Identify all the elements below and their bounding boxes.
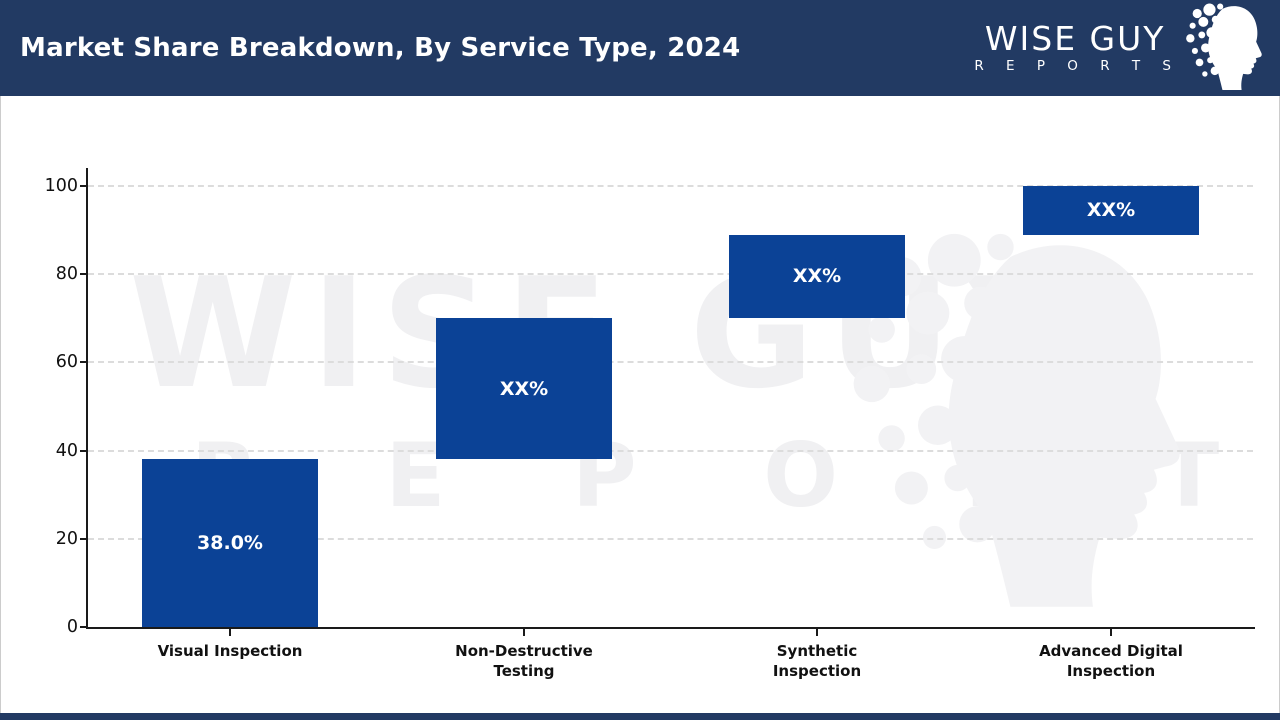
gridline-y-20 [88, 537, 1253, 540]
brand-logo: WISE GUY R E P O R T S [970, 2, 1280, 94]
y-axis-line [86, 168, 88, 629]
chart-title: Market Share Breakdown, By Service Type,… [20, 33, 741, 63]
head-dots-icon [1182, 2, 1266, 94]
footer-band [0, 713, 1280, 720]
category-label-line: Synthetic [776, 642, 858, 660]
y-tick-label-100: 100 [44, 176, 78, 196]
category-label-line: Visual Inspection [157, 642, 303, 660]
y-tick-label-40: 40 [55, 440, 78, 461]
x-axis-line [86, 627, 1255, 629]
category-label-line: Testing [493, 662, 555, 680]
y-tick-label-20: 20 [55, 528, 78, 549]
x-tick-4 [1110, 629, 1112, 636]
category-label-line: Inspection [1066, 662, 1156, 680]
x-tick-2 [523, 629, 525, 636]
bar-segment-2: XX% [436, 318, 612, 460]
gridline-y-80 [88, 273, 1253, 276]
gridline-y-60 [88, 361, 1253, 364]
header-band: Market Share Breakdown, By Service Type,… [0, 0, 1280, 96]
y-tick-label-0: 0 [66, 617, 78, 637]
brand-name: WISE GUY [984, 19, 1166, 59]
brand-wordmark: WISE GUY R E P O R T S [970, 22, 1180, 74]
y-tick-60 [80, 361, 87, 364]
bar-value-label: XX% [499, 377, 549, 400]
y-tick-80 [80, 273, 87, 276]
x-tick-3 [816, 629, 818, 636]
gridline-y-40 [88, 449, 1253, 452]
bar-segment-1: 38.0% [142, 459, 318, 627]
y-tick-0 [80, 626, 87, 628]
brand-subname: R E P O R T S [974, 58, 1180, 75]
category-label-line: Advanced Digital [1039, 642, 1183, 660]
y-tick-40 [80, 449, 87, 452]
category-label-line: Inspection [772, 662, 862, 680]
category-label-4: Advanced Digital Inspection [981, 641, 1241, 681]
bar-segment-3: XX% [729, 234, 905, 319]
bar-value-label: 38.0% [197, 532, 263, 555]
category-label-3: Synthetic Inspection [687, 641, 947, 681]
category-label-line: Non-Destructive [455, 642, 593, 660]
category-label-2: Non-Destructive Testing [394, 641, 654, 681]
bar-segment-4: XX% [1023, 186, 1199, 235]
category-label-1: Visual Inspection [100, 641, 360, 661]
y-tick-100 [80, 185, 87, 187]
y-tick-label-80: 80 [55, 264, 78, 285]
gridline-y-100 [88, 185, 1253, 187]
x-tick-1 [229, 629, 231, 636]
y-tick-label-60: 60 [55, 352, 78, 373]
bar-value-label: XX% [1086, 199, 1136, 222]
y-tick-20 [80, 537, 87, 540]
bar-value-label: XX% [792, 265, 842, 288]
